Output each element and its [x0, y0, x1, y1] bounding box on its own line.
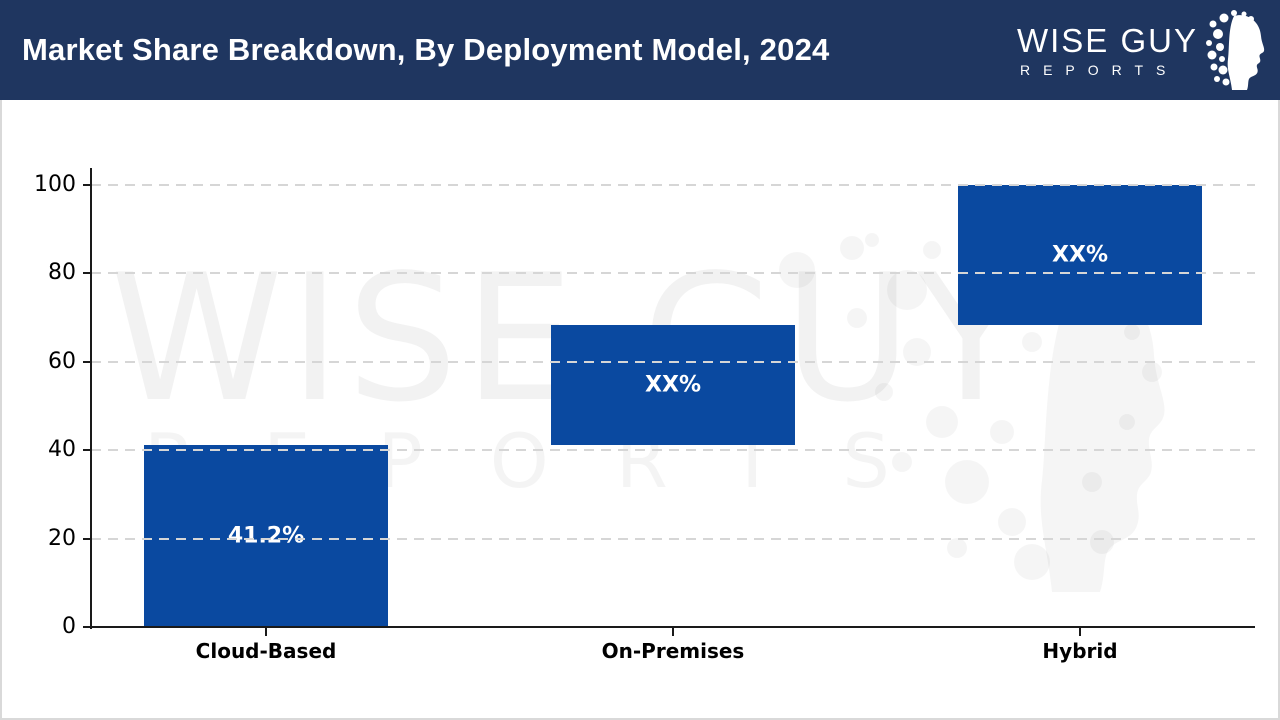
y-axis — [90, 168, 92, 629]
bar-hybrid: XX% — [958, 185, 1202, 326]
gridline-40 — [91, 449, 1255, 452]
bar-cloud-based: 41.2% — [144, 444, 388, 627]
y-tick-100 — [83, 184, 91, 186]
x-category-label-on-premises: On-Premises — [601, 639, 745, 663]
logo-line1: WISE GUY — [1016, 21, 1198, 59]
wise-guy-logo: WISE GUY REPORTS — [1017, 10, 1266, 90]
gridline-80 — [91, 272, 1255, 275]
logo-head-icon — [1206, 10, 1265, 90]
x-tick-cloud-based — [265, 628, 267, 636]
chart-title: Market Share Breakdown, By Deployment Mo… — [22, 32, 830, 67]
x-tick-on-premises — [672, 628, 674, 636]
x-category-label-cloud-based: Cloud-Based — [195, 639, 337, 663]
gridline-100 — [91, 184, 1255, 186]
logo-line2: REPORTS — [1019, 61, 1179, 78]
bar-on-premises: XX% — [551, 325, 795, 445]
y-tick-label-40: 40 — [48, 437, 76, 463]
y-tick-label-20: 20 — [48, 525, 76, 551]
y-tick-label-100: 100 — [34, 172, 76, 197]
bar-value-label-on-premises: XX% — [645, 372, 701, 398]
x-tick-hybrid — [1079, 628, 1081, 636]
y-tick-80 — [83, 272, 91, 275]
y-tick-40 — [83, 449, 91, 452]
x-axis — [85, 626, 1255, 628]
x-category-label-hybrid: Hybrid — [1042, 639, 1118, 663]
bar-value-label-cloud-based: 41.2% — [227, 523, 305, 549]
y-tick-20 — [83, 537, 91, 540]
y-tick-label-60: 60 — [48, 348, 76, 374]
gridline-20 — [91, 537, 1255, 540]
y-tick-label-0: 0 — [62, 614, 76, 639]
y-tick-label-80: 80 — [48, 260, 76, 286]
y-tick-60 — [83, 360, 91, 363]
bar-value-label-hybrid: XX% — [1052, 242, 1108, 268]
gridline-60 — [91, 360, 1255, 363]
logo-wordmark: WISE GUY REPORTS — [1017, 24, 1198, 77]
header: Market Share Breakdown, By Deployment Mo… — [0, 0, 1280, 100]
